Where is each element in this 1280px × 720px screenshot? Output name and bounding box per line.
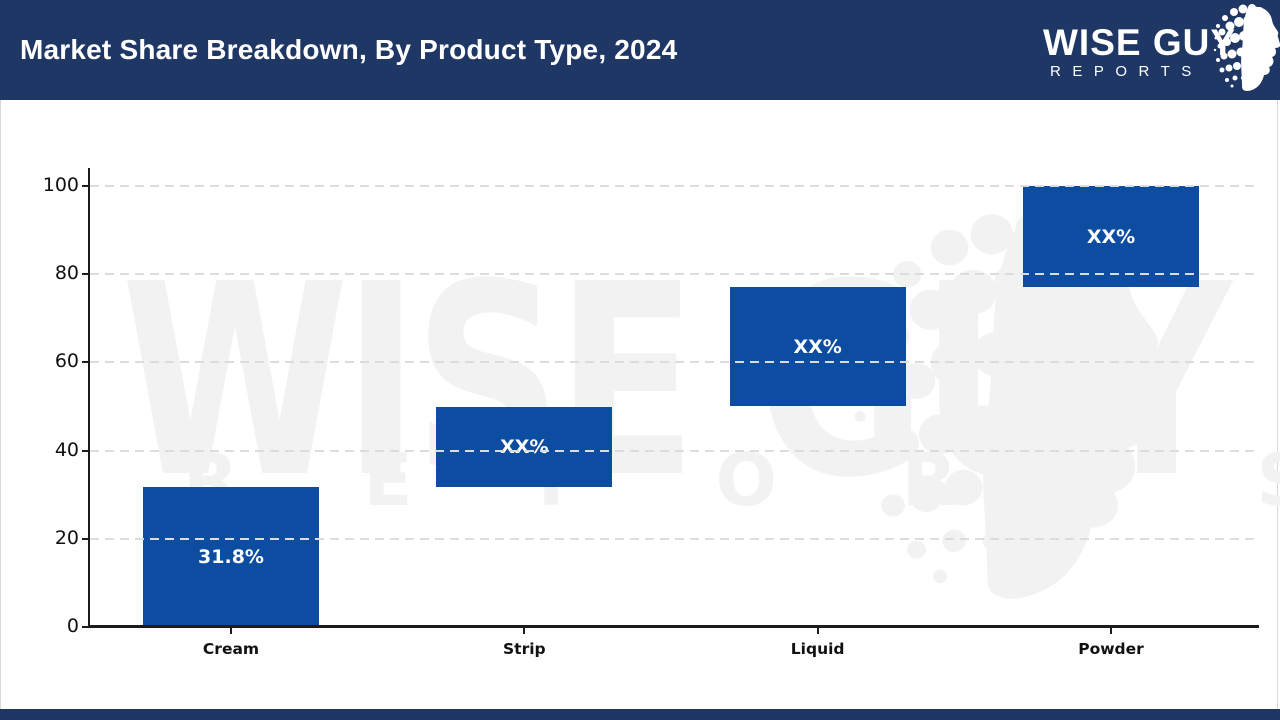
y-tick-label: 20 [54, 526, 79, 549]
y-tick-mark [82, 537, 89, 540]
y-tick-mark [82, 626, 89, 628]
y-tick-mark [82, 185, 89, 187]
bar-value-label: XX% [500, 435, 549, 458]
brand-logo: WISE GUY REPORTS [1040, 0, 1280, 100]
y-tick-label: 60 [54, 350, 79, 373]
chart-area: WISE GUY R E P O R T S 31.8% X [0, 100, 1280, 709]
watermark-wordmark: WISE GUY [121, 228, 1231, 536]
gridline-y60 [90, 361, 1259, 364]
x-category-label-liquid: Liquid [790, 640, 845, 658]
gridline-y20 [90, 537, 1259, 540]
footer-band [0, 709, 1280, 720]
logo-face-icon [1213, 4, 1280, 91]
gridline-y80 [90, 273, 1259, 276]
y-axis-line [88, 168, 90, 628]
x-category-label-cream: Cream [202, 640, 260, 658]
x-tick-mark [523, 628, 526, 634]
gridline-y40 [90, 449, 1259, 452]
page-title: Market Share Breakdown, By Product Type,… [20, 34, 678, 65]
header-band: Market Share Breakdown, By Product Type,… [0, 0, 1280, 100]
y-tick-label: 40 [54, 438, 79, 461]
y-tick-label: 80 [54, 262, 79, 285]
x-category-label-strip: Strip [503, 640, 546, 658]
bar-value-label: XX% [1086, 225, 1136, 248]
bar-value-label: XX% [793, 335, 842, 358]
x-tick-mark [816, 628, 819, 634]
y-tick-label: 100 [42, 174, 79, 196]
logo-subtitle: REPORTS [1050, 63, 1203, 80]
y-tick-mark [82, 273, 89, 276]
y-tick-label: 0 [66, 615, 79, 637]
x-tick-mark [230, 628, 232, 634]
bar-cream: 31.8% [143, 486, 319, 627]
bar-strip: XX% [436, 406, 613, 487]
y-tick-mark [82, 449, 89, 452]
gridline-y100 [90, 185, 1259, 187]
x-category-label-powder: Powder [1078, 640, 1144, 658]
logo-wordmark: WISE GUY [1043, 22, 1237, 63]
bar-liquid: XX% [729, 287, 906, 407]
x-tick-mark [1110, 628, 1112, 634]
y-tick-mark [82, 361, 89, 364]
bar-value-label: 31.8% [198, 545, 264, 568]
x-axis-line [88, 625, 1259, 628]
